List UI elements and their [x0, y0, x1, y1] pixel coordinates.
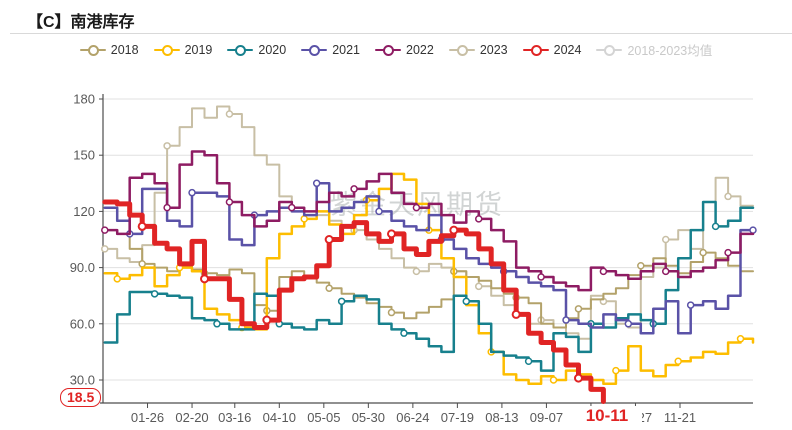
legend-item-2022[interactable]: 2022: [375, 43, 434, 57]
series-markers-2022: [101, 185, 732, 281]
x-axis-last-date-label: 10-11: [572, 406, 642, 426]
y-axis-tick-label: 150: [73, 148, 95, 163]
y-axis-tick-label: 30.0: [70, 373, 95, 388]
series-markers-2024: [137, 221, 583, 383]
x-axis-tick-label: 07-19: [441, 410, 474, 425]
legend-marker-icon: [153, 44, 180, 56]
series-line-2023: [103, 105, 754, 340]
y-axis-tick-label: 120: [73, 204, 95, 219]
legend-item-2018[interactable]: 2018: [79, 42, 139, 57]
x-axis-tick-label: 09-07: [530, 410, 563, 425]
legend-item-label: 2018-2023均值: [627, 44, 713, 58]
legend-item-2023[interactable]: 2023: [448, 42, 508, 57]
series-line-2024: [102, 199, 606, 404]
x-axis-tick-label: 05-30: [352, 410, 385, 425]
y-axis-last-value-tag: 18.5: [60, 388, 102, 407]
x-axis-tick-label: 06-24: [396, 410, 429, 425]
legend-item-avg-2018-2023[interactable]: 2018-2023均值: [596, 40, 712, 59]
y-axis-tick-label: 180: [73, 92, 95, 107]
legend-item-label: 2023: [479, 42, 508, 57]
legend-item-label: 2021: [332, 42, 361, 57]
y-axis-tick-label: 60.0: [70, 316, 95, 331]
y-axis-tick-label: 90.0: [70, 260, 95, 275]
x-axis-tick-label: 02-20: [175, 410, 208, 425]
x-axis-tick-label: 03-16: [218, 410, 251, 425]
title-divider: [10, 33, 792, 34]
legend-item-2024[interactable]: 2024: [522, 42, 582, 57]
legend-item-2021[interactable]: 2021: [301, 43, 360, 57]
legend: 2018 2019 2020 2021 2022 2023 2024 2018-2023均值: [0, 40, 792, 59]
series-markers-2020: [150, 222, 720, 366]
legend-marker-icon: [227, 44, 254, 56]
series-line-2022: [103, 150, 755, 292]
legend-item-label: 2018: [110, 42, 139, 57]
x-axis-tick-label: 01-26: [131, 410, 164, 425]
x-axis-tick-label: 08-13: [485, 410, 518, 425]
legend-item-label: 2019: [184, 42, 213, 57]
series-markers-2018: [138, 248, 707, 317]
legend-marker-icon: [301, 44, 328, 56]
x-axis-tick-label: 11-21: [664, 410, 696, 425]
legend-item-label: 2020: [258, 42, 287, 57]
x-axis-tick-label: 05-05: [307, 410, 340, 425]
legend-item-label: 2022: [406, 42, 434, 57]
legend-item-2020[interactable]: 2020: [227, 43, 286, 57]
legend-marker-icon: [522, 44, 549, 56]
legend-item-label: 2024: [553, 42, 582, 57]
chart-title: 【C】南港库存: [27, 14, 135, 31]
series-line-2021: [103, 182, 755, 335]
legend-marker-icon: [448, 44, 475, 56]
legend-item-2019[interactable]: 2019: [153, 42, 213, 57]
legend-marker-icon: [596, 44, 623, 56]
x-axis-tick-label: 04-10: [263, 410, 296, 425]
legend-marker-icon: [375, 44, 402, 56]
legend-marker-icon: [79, 44, 106, 56]
axes: 180 150 120 90.0 60.0 30.0 01-26 02-20 03-16 04-1…: [70, 92, 753, 425]
